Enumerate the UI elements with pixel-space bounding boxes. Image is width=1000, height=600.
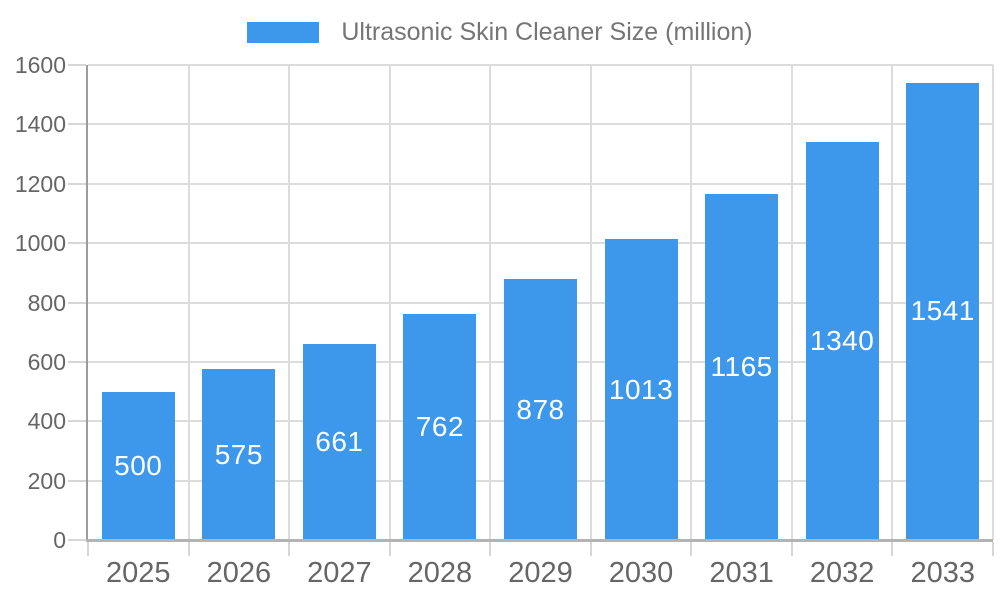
bar-value-label: 661 (315, 425, 364, 457)
y-tick-label: 400 (27, 408, 66, 435)
bar[interactable]: 575 (202, 369, 276, 540)
gridline-vertical (891, 65, 894, 540)
y-tick-label: 800 (27, 289, 66, 316)
y-tick-label: 1600 (14, 52, 66, 78)
x-tick-label: 2030 (608, 557, 674, 589)
y-axis-tick (68, 360, 86, 363)
gridline-horizontal (88, 64, 993, 66)
gridline-vertical (790, 65, 793, 540)
x-axis-tick (891, 542, 894, 556)
y-axis-tick (68, 420, 86, 423)
bar-value-label: 1165 (710, 351, 773, 383)
bar[interactable]: 500 (101, 391, 175, 540)
x-axis-tick (288, 542, 291, 556)
legend-item[interactable]: Ultrasonic Skin Cleaner Size (million) (0, 13, 1000, 51)
y-tick-label: 1200 (14, 170, 66, 197)
x-tick-label: 2032 (809, 557, 875, 589)
x-axis-line (86, 539, 993, 542)
y-tick-label: 200 (27, 467, 66, 494)
bar-value-label: 1541 (910, 295, 975, 327)
gridline-vertical (288, 65, 291, 540)
x-axis-tick (87, 542, 89, 556)
gridline-horizontal (88, 123, 993, 126)
y-axis-tick (68, 301, 86, 304)
gridline-vertical (187, 65, 190, 540)
bar-value-label: 878 (516, 393, 565, 425)
legend-label: Ultrasonic Skin Cleaner Size (million) (341, 18, 753, 46)
x-axis-tick (690, 542, 693, 556)
y-axis-tick (68, 539, 86, 541)
gridline-vertical (992, 65, 994, 540)
bar[interactable]: 878 (504, 279, 577, 540)
bar[interactable]: 762 (403, 313, 477, 540)
y-tick-label: 600 (27, 348, 66, 375)
bar[interactable]: 1013 (604, 239, 678, 540)
bar-value-label: 1013 (608, 373, 674, 405)
y-axis-tick (68, 182, 86, 185)
y-tick-label: 1000 (14, 230, 66, 257)
x-tick-label: 2028 (407, 557, 473, 589)
x-tick-label: 2025 (106, 557, 171, 589)
x-axis-tick (187, 542, 190, 556)
y-axis-line (86, 65, 88, 540)
bar-value-label: 575 (214, 438, 263, 470)
bar[interactable]: 1165 (705, 194, 779, 540)
x-tick-label: 2027 (307, 557, 372, 589)
x-tick-label: 2026 (206, 557, 272, 589)
bar[interactable]: 1541 (906, 82, 980, 540)
x-axis-tick (489, 542, 492, 556)
bar[interactable]: 1340 (805, 142, 879, 540)
bar-value-label: 1340 (810, 325, 875, 357)
x-tick-label: 2033 (910, 557, 975, 589)
y-axis-tick (68, 479, 86, 482)
gridline-vertical (489, 65, 492, 540)
gridline-vertical (589, 65, 592, 540)
y-axis-tick (68, 64, 86, 66)
y-axis-tick (68, 123, 86, 126)
x-tick-label: 2031 (709, 557, 774, 589)
legend-swatch (247, 21, 320, 43)
x-axis-tick (790, 542, 793, 556)
x-axis-tick (589, 542, 592, 556)
bar[interactable]: 661 (302, 343, 376, 540)
y-tick-label: 1400 (14, 111, 66, 138)
gridline-vertical (388, 65, 391, 540)
y-axis-tick (68, 242, 86, 245)
x-axis-tick (388, 542, 391, 556)
bar-value-label: 762 (415, 410, 465, 442)
bar-value-label: 500 (114, 449, 163, 481)
x-tick-label: 2029 (508, 557, 573, 589)
y-tick-label: 0 (53, 527, 66, 553)
x-axis-tick (992, 542, 994, 556)
gridline-vertical (690, 65, 693, 540)
